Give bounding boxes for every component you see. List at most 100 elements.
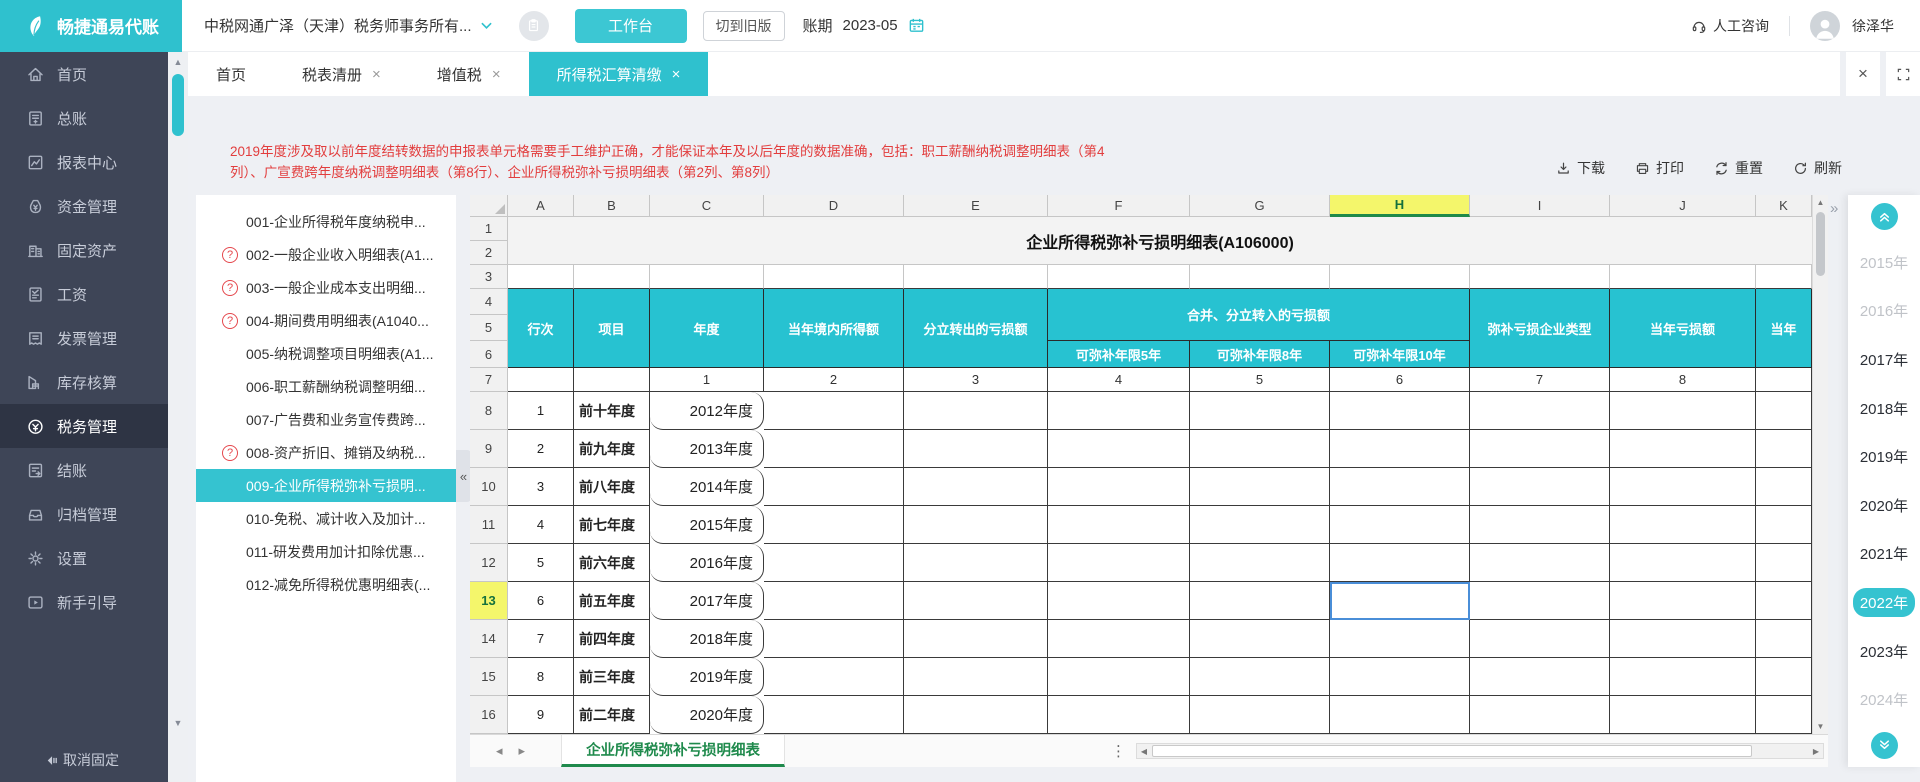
- data-cell[interactable]: [1330, 392, 1470, 430]
- data-cell[interactable]: [904, 544, 1048, 582]
- cell-line-no[interactable]: 5: [508, 544, 574, 582]
- data-cell[interactable]: [1610, 582, 1756, 620]
- year-item[interactable]: 2021年: [1859, 546, 1909, 564]
- cell-year[interactable]: 2018年度: [650, 620, 764, 658]
- cell-year[interactable]: 2019年度: [650, 658, 764, 696]
- data-cell[interactable]: [1470, 544, 1610, 582]
- row-header-10[interactable]: 10: [470, 468, 508, 506]
- data-cell[interactable]: [1048, 696, 1190, 734]
- sidebar-item-home[interactable]: 首页: [0, 52, 168, 96]
- scroll-left-icon[interactable]: ◀: [1140, 746, 1148, 756]
- year-item[interactable]: 2023年: [1859, 643, 1909, 661]
- tab-close-icon[interactable]: ×: [491, 65, 501, 83]
- row-header-7[interactable]: 7: [470, 368, 508, 392]
- data-cell[interactable]: [1190, 658, 1330, 696]
- data-cell[interactable]: [904, 430, 1048, 468]
- sidebar-item-closing[interactable]: 结账: [0, 448, 168, 492]
- year-item[interactable]: 2017年: [1859, 351, 1909, 369]
- cell-year[interactable]: 2016年度: [650, 544, 764, 582]
- report-list-item-4[interactable]: ? 004-期间费用明细表(A1040...: [196, 304, 456, 337]
- row-header-14[interactable]: 14: [470, 620, 508, 658]
- select-all-corner[interactable]: [470, 195, 508, 217]
- data-cell[interactable]: [764, 696, 904, 734]
- column-header-F[interactable]: F: [1048, 195, 1190, 217]
- sidebar-item-guide[interactable]: 新手引导: [0, 580, 168, 624]
- sidebar-item-inventory[interactable]: 库存核算: [0, 360, 168, 404]
- data-cell[interactable]: [1190, 582, 1330, 620]
- horizontal-scroll-thumb[interactable]: [1152, 745, 1752, 757]
- data-cell[interactable]: [904, 620, 1048, 658]
- collapse-panel-handle[interactable]: «: [456, 450, 471, 502]
- data-cell[interactable]: [764, 658, 904, 696]
- data-cell[interactable]: [1756, 582, 1812, 620]
- data-cell[interactable]: [1610, 392, 1756, 430]
- report-list-item-10[interactable]: ?010-免税、减计收入及加计...: [196, 502, 456, 535]
- cell-item[interactable]: 前五年度: [574, 582, 650, 620]
- data-cell[interactable]: [1190, 696, 1330, 734]
- years-scroll-down-button[interactable]: [1870, 732, 1898, 759]
- empty-cell[interactable]: [764, 265, 904, 289]
- empty-cell[interactable]: [1610, 265, 1756, 289]
- data-cell[interactable]: [1470, 430, 1610, 468]
- data-cell[interactable]: [1610, 620, 1756, 658]
- data-cell[interactable]: [904, 696, 1048, 734]
- data-cell[interactable]: [1330, 430, 1470, 468]
- report-list-item-7[interactable]: ?007-广告费和业务宣传费跨...: [196, 403, 456, 436]
- data-cell[interactable]: [1470, 658, 1610, 696]
- cell-item[interactable]: 前二年度: [574, 696, 650, 734]
- data-cell[interactable]: [1330, 696, 1470, 734]
- column-header-C[interactable]: C: [650, 195, 764, 217]
- row-header-1[interactable]: 1: [470, 217, 508, 241]
- tab-3[interactable]: 增值税 ×: [409, 52, 529, 96]
- download-button[interactable]: 下载: [1556, 158, 1605, 178]
- column-header-D[interactable]: D: [764, 195, 904, 217]
- tab-close-icon[interactable]: ×: [671, 65, 681, 83]
- data-cell[interactable]: [1190, 620, 1330, 658]
- row-header-12[interactable]: 12: [470, 544, 508, 582]
- data-cell[interactable]: [1470, 582, 1610, 620]
- refresh-button[interactable]: 刷新: [1793, 158, 1842, 178]
- cell-year[interactable]: 2012年度: [650, 392, 764, 430]
- data-cell[interactable]: [1470, 392, 1610, 430]
- sidebar-item-ledger[interactable]: 总账: [0, 96, 168, 140]
- sidebar-item-wage[interactable]: 工资: [0, 272, 168, 316]
- column-header-I[interactable]: I: [1470, 195, 1610, 217]
- data-cell[interactable]: [764, 392, 904, 430]
- data-cell[interactable]: [1756, 658, 1812, 696]
- column-header-J[interactable]: J: [1610, 195, 1756, 217]
- data-cell[interactable]: [1756, 620, 1812, 658]
- year-item[interactable]: 2022年: [1852, 587, 1916, 617]
- empty-cell[interactable]: [650, 265, 764, 289]
- tab-1[interactable]: 首页: [188, 52, 274, 96]
- cell-line-no[interactable]: 9: [508, 696, 574, 734]
- data-cell[interactable]: [1330, 468, 1470, 506]
- row-header-2[interactable]: 2: [470, 241, 508, 265]
- data-cell[interactable]: [1048, 430, 1190, 468]
- report-list-item-12[interactable]: ?012-减免所得税优惠明细表(...: [196, 568, 456, 601]
- data-cell[interactable]: [764, 582, 904, 620]
- data-cell[interactable]: [1756, 544, 1812, 582]
- tab-4[interactable]: 所得税汇算清缴 ×: [528, 52, 709, 96]
- prev-sheet-icon[interactable]: ◂: [496, 743, 503, 758]
- row-header-16[interactable]: 16: [470, 696, 508, 734]
- data-cell[interactable]: [1190, 392, 1330, 430]
- column-header-B[interactable]: B: [574, 195, 650, 217]
- cell-line-no[interactable]: 2: [508, 430, 574, 468]
- cell-line-no[interactable]: 8: [508, 658, 574, 696]
- report-list-item-5[interactable]: ?005-纳税调整项目明细表(A1...: [196, 337, 456, 370]
- print-button[interactable]: 打印: [1635, 158, 1684, 178]
- column-header-E[interactable]: E: [904, 195, 1048, 217]
- user-avatar[interactable]: [1810, 10, 1840, 41]
- cell-year[interactable]: 2017年度: [650, 582, 764, 620]
- unpin-button[interactable]: 取消固定: [44, 750, 119, 770]
- data-cell[interactable]: [1470, 468, 1610, 506]
- column-header-G[interactable]: G: [1190, 195, 1330, 217]
- data-cell[interactable]: [1756, 468, 1812, 506]
- data-cell[interactable]: [904, 658, 1048, 696]
- year-item[interactable]: 2016年: [1859, 303, 1909, 321]
- report-list-item-8[interactable]: ? 008-资产折旧、摊销及纳税...: [196, 436, 456, 469]
- report-list-item-3[interactable]: ? 003-一般企业成本支出明细...: [196, 271, 456, 304]
- cell-line-no[interactable]: 6: [508, 582, 574, 620]
- selected-cell[interactable]: [1330, 582, 1470, 620]
- year-item[interactable]: 2024年: [1859, 692, 1909, 710]
